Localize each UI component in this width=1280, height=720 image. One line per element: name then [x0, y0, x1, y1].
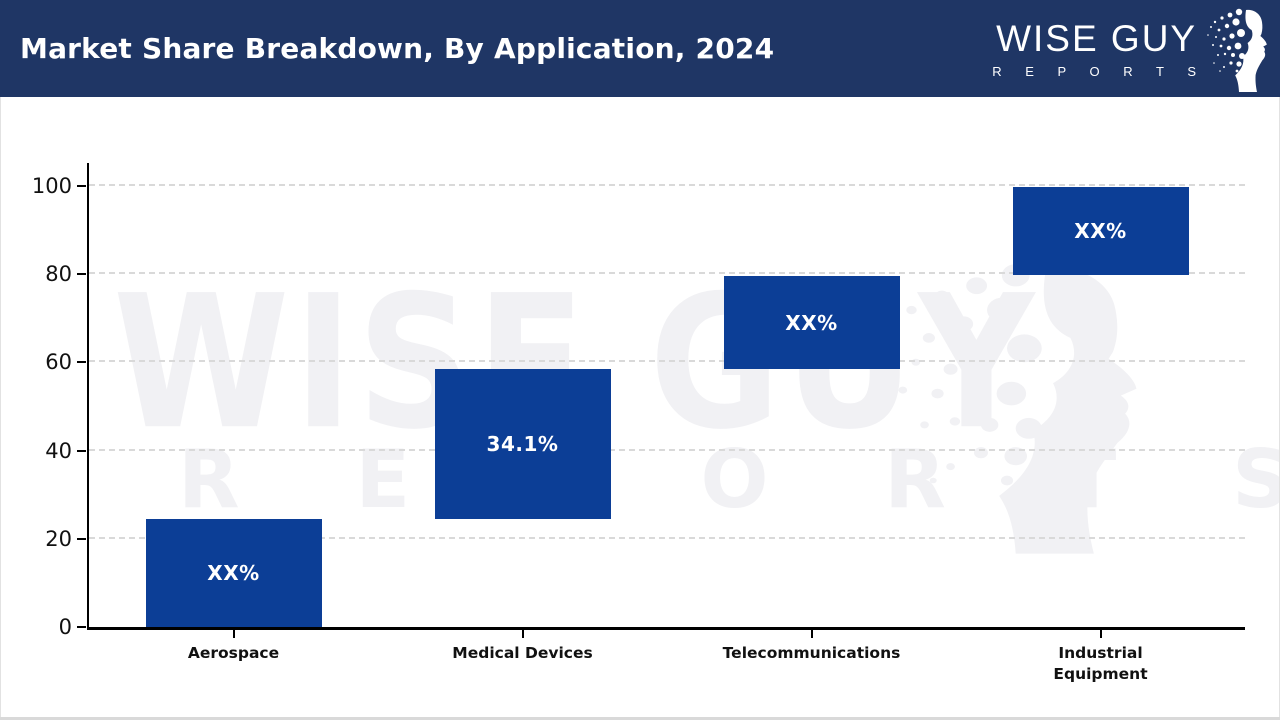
y-axis-tick	[77, 273, 86, 276]
bar-value-label: XX%	[207, 560, 260, 585]
bar-segment: XX%	[723, 276, 900, 369]
x-axis-tick	[232, 630, 235, 638]
y-axis-tick	[77, 361, 86, 364]
bar-segment: XX%	[145, 518, 322, 627]
bar-value-label: XX%	[1074, 219, 1127, 243]
gridline	[89, 360, 1245, 363]
bar-value-label: 34.1%	[486, 431, 559, 456]
page-left-border	[0, 97, 1, 720]
x-axis-spine	[87, 627, 1245, 630]
y-axis-spine	[87, 163, 89, 630]
gridline	[89, 536, 1245, 539]
gridline	[89, 448, 1245, 451]
y-axis-tick-label: 60	[45, 350, 72, 375]
y-axis-tick-label: 20	[45, 526, 72, 551]
x-axis-category-label: Medical Devices	[452, 644, 593, 662]
page-title: Market Share Breakdown, By Application, …	[20, 32, 775, 65]
gridline	[89, 184, 1245, 186]
bar-segment: XX%	[1012, 186, 1189, 276]
chart-plot-area: WISE GUY R E P O R T S 0 20 40 60 80 100 XX% Ae…	[32, 163, 1280, 683]
x-axis-tick	[521, 630, 524, 638]
y-axis-tick-label: 80	[45, 262, 72, 287]
brand-text: WISE GUY R E P O R T S	[987, 20, 1206, 79]
y-axis-tick	[77, 626, 86, 628]
x-axis-tick	[1099, 630, 1102, 638]
y-axis-tick-label: 0	[58, 615, 72, 639]
brand-reports-label: R E P O R T S	[992, 63, 1206, 79]
brand-wordmark: WISE GUY	[996, 17, 1198, 59]
bar-segment: 34.1%	[434, 368, 611, 519]
y-axis-tick-label: 100	[31, 174, 72, 198]
y-axis-tick-label: 40	[45, 438, 72, 463]
y-axis-tick	[77, 449, 86, 452]
page-bottom-border	[0, 717, 1280, 720]
x-axis-category-label: Industrial Equipment	[1053, 644, 1148, 683]
brand-logo: WISE GUY R E P O R T S	[987, 2, 1272, 96]
y-axis-tick	[77, 185, 86, 187]
x-axis-category-label: Telecommunications	[722, 644, 901, 662]
header-bar: Market Share Breakdown, By Application, …	[0, 0, 1280, 97]
bar-value-label: XX%	[785, 310, 838, 335]
x-axis-tick	[810, 630, 813, 638]
gridline	[89, 272, 1245, 275]
x-axis-category-label: Aerospace	[187, 644, 280, 662]
y-axis-tick	[77, 537, 86, 540]
brand-head-icon	[1196, 3, 1272, 95]
